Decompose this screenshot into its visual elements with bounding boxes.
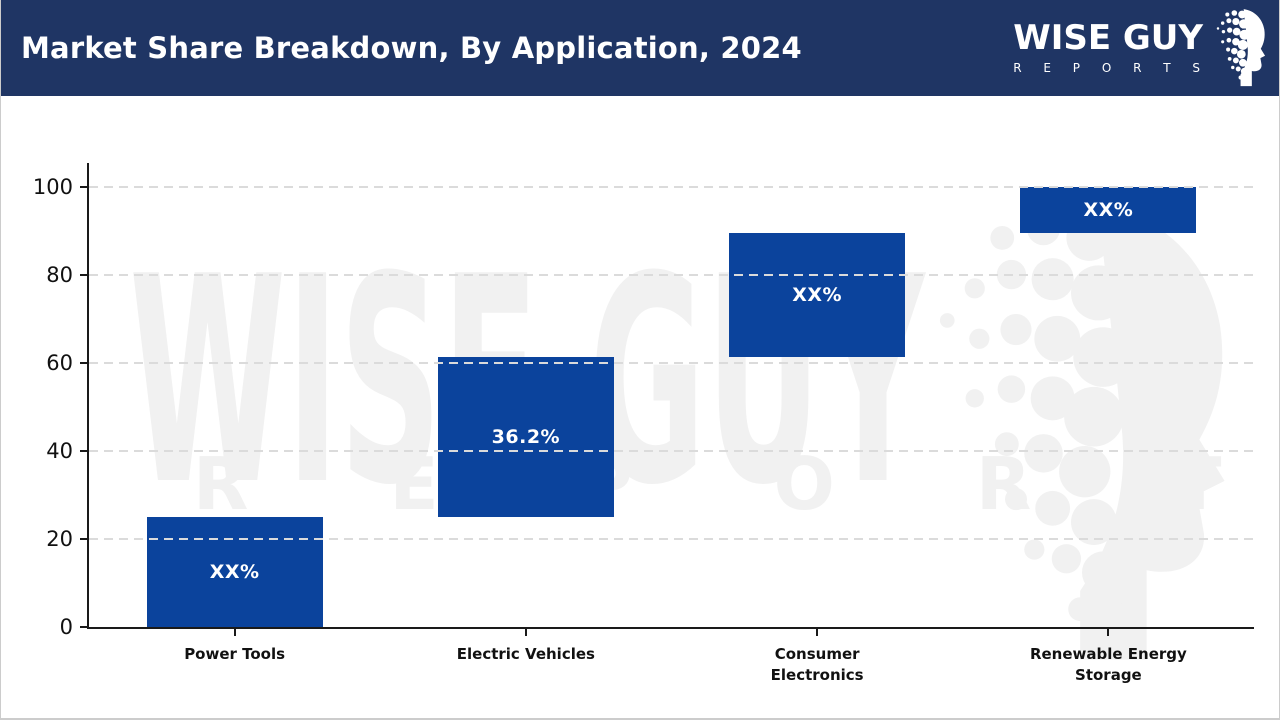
x-axis-tick: [524, 628, 527, 636]
grid-line: [89, 273, 1254, 276]
x-tick-label-line: Storage: [1075, 666, 1142, 684]
y-axis-tick: [80, 185, 89, 188]
y-tick-label: 20: [46, 526, 73, 551]
logo-wordmark: WISE GUY R E P O R T S: [1007, 21, 1209, 75]
grid-line: [89, 449, 1254, 452]
x-axis-tick: [1107, 628, 1110, 636]
x-tick-label-line: Electronics: [770, 666, 864, 684]
bar-segment: XX%: [146, 516, 323, 627]
bar-segment: XX%: [729, 233, 906, 358]
y-tick-label: 80: [46, 262, 73, 287]
plot-area: 0 20 40 60 80 100 XX% Power Tools 36.2% Electric …: [33, 165, 1254, 684]
x-axis-tick: [233, 628, 236, 636]
x-tick-label-line: Power Tools: [184, 645, 286, 663]
y-axis-tick: [80, 449, 89, 452]
bar-segment: 36.2%: [437, 357, 614, 517]
brand-logo: WISE GUY R E P O R T S: [1007, 7, 1267, 89]
y-tick-label: 60: [46, 350, 73, 375]
x-tick-label: Consumer Electronics: [717, 644, 917, 686]
y-tick-label: 40: [46, 438, 73, 463]
grid-line: [89, 537, 1254, 540]
logo-wordmark-main: WISE GUY: [1013, 18, 1204, 58]
bar-value-label: 36.2%: [491, 426, 561, 449]
header-bar: Market Share Breakdown, By Application, …: [1, 0, 1279, 96]
logo-wordmark-sub: R E P O R T S: [1013, 61, 1209, 75]
x-tick-label-line: Consumer: [774, 645, 860, 663]
y-tick-label: 0: [59, 615, 73, 639]
x-tick-label-line: Electric Vehicles: [456, 645, 595, 663]
y-tick-label: 100: [32, 174, 73, 199]
bar-value-label: XX%: [209, 560, 260, 583]
bar-segment: XX%: [1020, 186, 1197, 234]
y-axis-tick: [80, 273, 89, 276]
x-axis: [87, 627, 1254, 629]
x-tick-label: Electric Vehicles: [426, 644, 626, 665]
bar-value-label: XX%: [1083, 198, 1134, 221]
y-axis-tick: [80, 626, 89, 628]
x-tick-label: Renewable Energy Storage: [1008, 644, 1208, 686]
grid-line: [89, 361, 1254, 364]
page-title: Market Share Breakdown, By Application, …: [21, 31, 802, 65]
x-tick-label-line: Renewable Energy: [1029, 645, 1187, 663]
x-axis-tick: [816, 628, 819, 636]
x-tick-label: Power Tools: [135, 644, 335, 665]
grid-line: [89, 185, 1254, 188]
y-axis-tick: [80, 537, 89, 540]
y-axis-tick: [80, 361, 89, 364]
bar-value-label: XX%: [792, 284, 843, 307]
wiseguy-head-icon: [1216, 9, 1266, 87]
y-axis: [87, 163, 89, 629]
